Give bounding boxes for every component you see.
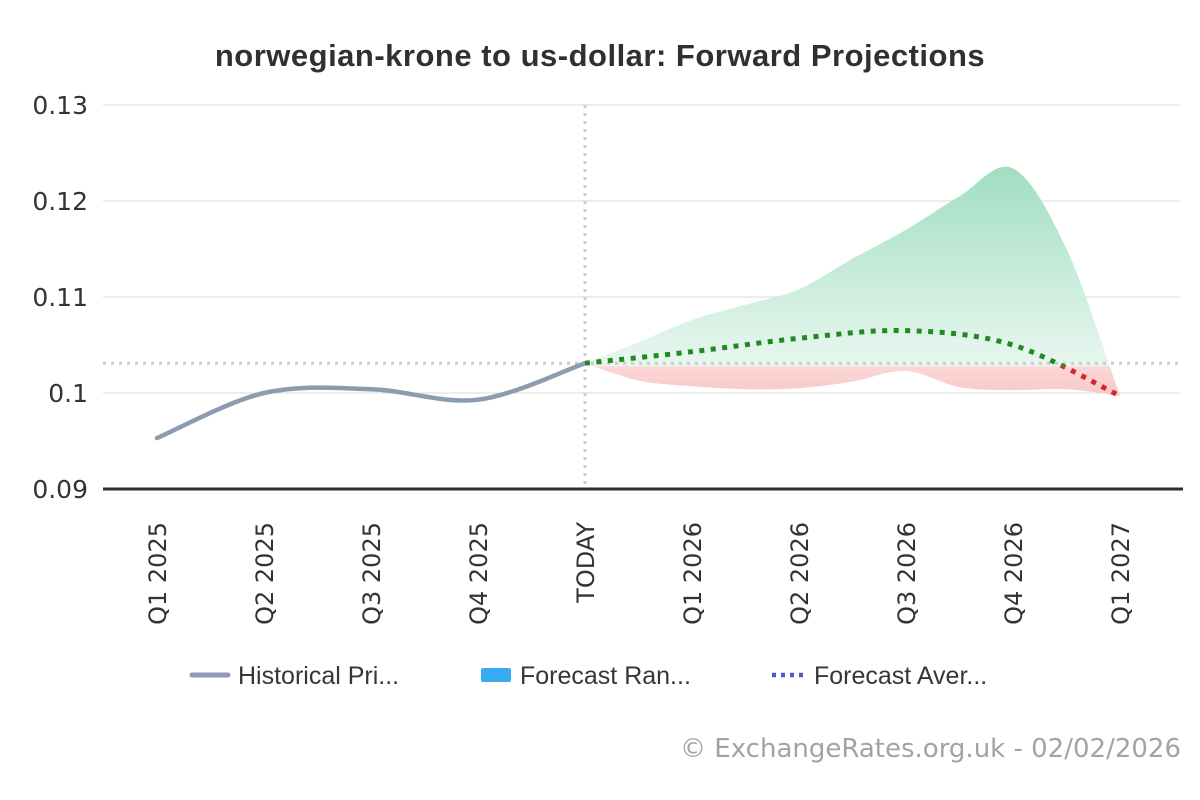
x-tick-label: Q4 2025	[465, 522, 493, 625]
y-tick-label: 0.09	[32, 475, 88, 504]
y-tick-label: 0.11	[32, 283, 88, 312]
y-tick-label: 0.1	[48, 379, 88, 408]
y-axis-labels: 0.09 0.1 0.11 0.12 0.13	[32, 91, 88, 504]
x-tick-label: Q3 2025	[358, 522, 386, 625]
y-tick-label: 0.13	[32, 91, 88, 120]
x-tick-label: Q1 2027	[1107, 522, 1135, 625]
legend-label-forecast-average: Forecast Aver...	[814, 662, 987, 690]
chart-title: norwegian-krone to us-dollar: Forward Pr…	[215, 38, 985, 73]
legend: Historical Pri... Forecast Ran... Foreca…	[189, 662, 987, 690]
forecast-range-lower-area	[593, 366, 1120, 396]
forecast-range-swatch	[481, 668, 511, 682]
x-tick-label: Q2 2026	[786, 522, 814, 625]
x-tick-label: TODAY	[572, 522, 600, 604]
y-tick-label: 0.12	[32, 187, 88, 216]
legend-item-forecast-range: Forecast Ran...	[481, 662, 691, 690]
x-tick-label: Q2 2025	[251, 522, 279, 625]
forecast-average-line-above	[584, 327, 1069, 367]
x-tick-label: Q3 2026	[893, 522, 921, 625]
x-axis-labels: Q1 2025 Q2 2025 Q3 2025 Q4 2025 TODAY Q1 2026…	[144, 522, 1135, 625]
gridlines	[103, 104, 1183, 491]
x-tick-label: Q1 2026	[679, 522, 707, 625]
forecast-range-band	[585, 166, 1120, 396]
historical-price-line	[154, 360, 588, 441]
series-lines	[154, 327, 1122, 441]
legend-item-historical-price: Historical Pri...	[189, 662, 399, 690]
legend-label-historical-price: Historical Pri...	[238, 662, 399, 690]
guide-lines	[103, 105, 1180, 489]
legend-item-forecast-average: Forecast Aver...	[772, 662, 987, 690]
x-tick-label: Q4 2026	[1000, 522, 1028, 625]
x-tick-label: Q1 2025	[144, 522, 172, 625]
legend-label-forecast-range: Forecast Ran...	[520, 662, 691, 690]
watermark: © ExchangeRates.org.uk - 02/02/2026	[680, 734, 1181, 764]
forecast-range-upper-area	[585, 166, 1110, 367]
